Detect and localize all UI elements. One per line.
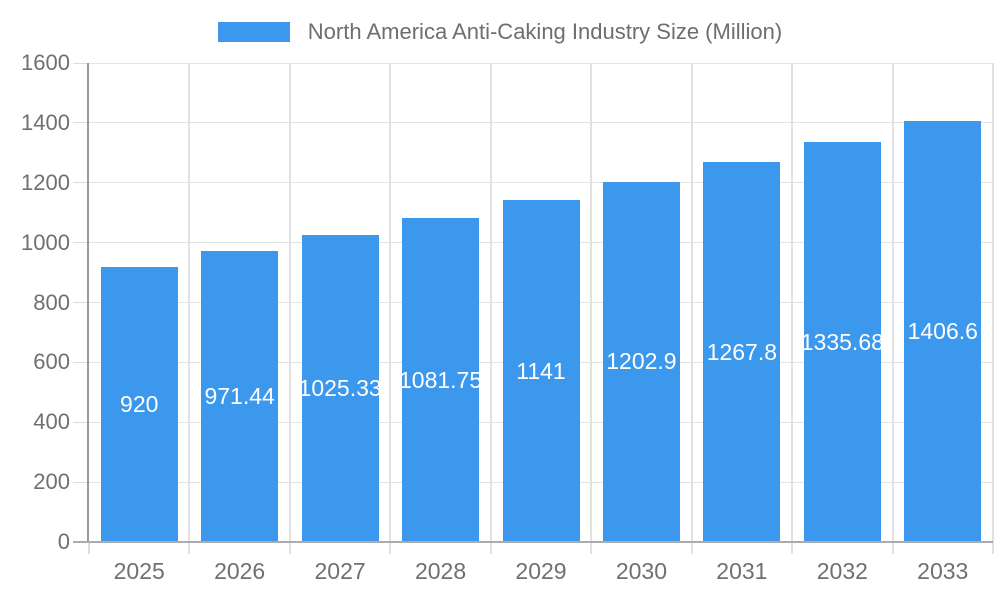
y-tick-label: 0 xyxy=(57,529,70,554)
y-tick-label: 600 xyxy=(33,349,70,375)
y-axis-line xyxy=(87,63,89,542)
x-gridline xyxy=(288,63,291,554)
x-tick-label: 2029 xyxy=(515,558,567,584)
y-tick-label: 1600 xyxy=(21,50,70,75)
x-gridline xyxy=(389,63,392,554)
y-tick-label: 1000 xyxy=(21,229,70,255)
bar-2030: 1202.9 xyxy=(602,181,680,542)
x-gridline xyxy=(690,63,693,554)
x-tick-label: 2030 xyxy=(615,558,668,584)
bar-value-label: 1202.9 xyxy=(606,348,677,375)
bar-2027: 1025.33 xyxy=(301,235,379,542)
y-tick xyxy=(73,421,89,423)
y-tick xyxy=(73,182,89,184)
y-tick xyxy=(73,242,89,244)
x-tick-label: 2028 xyxy=(414,558,467,584)
x-gridline xyxy=(992,63,994,554)
x-gridline xyxy=(188,63,191,554)
x-tick-label: 2025 xyxy=(113,558,165,584)
y-tick-label: 400 xyxy=(33,409,70,435)
bar-value-label: 1267.8 xyxy=(706,338,778,365)
x-tick-label: 2031 xyxy=(716,558,768,584)
bar-2033: 1406.6 xyxy=(904,120,982,542)
legend-item[interactable]: North America Anti-Caking Industry Size … xyxy=(217,19,783,45)
bar-2029: 1141 xyxy=(502,200,580,542)
bar-value-label: 1141 xyxy=(516,357,566,384)
bar-value-label: 1406.6 xyxy=(907,317,978,344)
y-gridline xyxy=(89,62,993,64)
y-tick-label: 1200 xyxy=(21,169,70,195)
y-tick-label: 800 xyxy=(33,289,70,315)
bar-value-label: 1081.75 xyxy=(402,366,480,393)
bar-value-label: 1335.68 xyxy=(803,328,881,355)
x-gridline xyxy=(590,63,593,554)
y-tick xyxy=(73,122,89,124)
x-gridline xyxy=(791,63,794,554)
bar-2032: 1335.68 xyxy=(803,142,881,542)
x-tick-label: 2026 xyxy=(214,558,266,584)
y-tick xyxy=(73,481,89,483)
x-axis-line xyxy=(73,541,993,543)
x-tick-label: 2032 xyxy=(816,558,868,584)
y-tick xyxy=(73,302,89,303)
bar-value-label: 971.44 xyxy=(204,383,275,410)
bar-value-label: 920 xyxy=(120,390,159,417)
bar-value-label: 1025.33 xyxy=(301,375,379,401)
y-gridline xyxy=(89,122,993,124)
legend-swatch-icon xyxy=(217,22,290,42)
y-tick-label: 1400 xyxy=(21,109,70,135)
bar-2026: 971.44 xyxy=(201,251,279,542)
x-gridline xyxy=(489,63,492,554)
x-tick-label: 2033 xyxy=(917,558,969,584)
x-tick xyxy=(88,542,90,554)
y-gridline xyxy=(89,182,993,184)
bar-2025: 920 xyxy=(100,266,178,542)
bar-2028: 1081.75 xyxy=(402,218,480,542)
bar-2031: 1267.8 xyxy=(703,162,781,542)
y-tick xyxy=(73,361,89,363)
legend-label: North America Anti-Caking Industry Size … xyxy=(307,19,783,44)
y-tick xyxy=(73,62,89,64)
y-tick-label: 200 xyxy=(33,469,70,495)
x-tick-label: 2027 xyxy=(314,558,366,584)
x-gridline xyxy=(891,63,894,554)
legend: North America Anti-Caking Industry Size … xyxy=(0,19,1000,45)
